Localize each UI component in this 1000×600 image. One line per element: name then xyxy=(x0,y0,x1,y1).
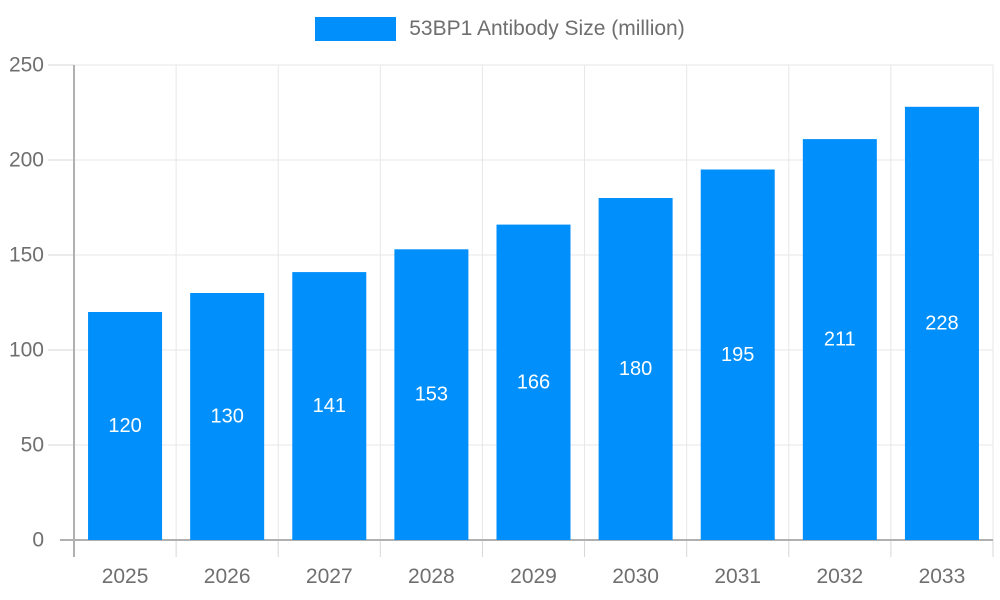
y-axis-label: 50 xyxy=(21,434,44,457)
x-axis-label: 2031 xyxy=(714,565,761,588)
bar[interactable] xyxy=(496,224,571,540)
bar[interactable] xyxy=(292,272,367,540)
legend-swatch xyxy=(315,17,397,41)
bar[interactable] xyxy=(394,249,469,541)
bar-value-label: 228 xyxy=(925,312,958,334)
y-axis-label: 200 xyxy=(9,149,44,172)
bar[interactable] xyxy=(700,169,775,541)
x-axis-label: 2025 xyxy=(102,565,149,588)
bar-value-label: 153 xyxy=(415,384,448,406)
y-axis-label: 150 xyxy=(9,244,44,267)
x-axis-label: 2033 xyxy=(919,565,966,588)
x-axis-label: 2027 xyxy=(306,565,353,588)
bar-value-label: 141 xyxy=(313,395,346,417)
x-axis-label: 2026 xyxy=(204,565,251,588)
bar-value-label: 120 xyxy=(108,415,141,437)
bar[interactable] xyxy=(904,106,979,541)
y-axis-label: 0 xyxy=(32,529,44,552)
x-axis-label: 2028 xyxy=(408,565,455,588)
bar-value-label: 130 xyxy=(210,406,243,428)
x-axis-label: 2032 xyxy=(816,565,863,588)
bar[interactable] xyxy=(598,198,673,540)
bar-value-label: 166 xyxy=(517,371,550,393)
bar[interactable] xyxy=(190,293,265,540)
x-axis-label: 2029 xyxy=(510,565,557,588)
bar-value-label: 195 xyxy=(721,344,754,366)
bar[interactable] xyxy=(802,139,877,540)
bar-value-label: 211 xyxy=(824,329,856,351)
bar[interactable] xyxy=(88,312,163,540)
y-axis-label: 100 xyxy=(9,339,44,362)
bar-value-label: 180 xyxy=(619,358,652,380)
legend[interactable]: 53BP1 Antibody Size (million) xyxy=(0,17,1000,41)
legend-label: 53BP1 Antibody Size (million) xyxy=(409,17,685,40)
x-axis-label: 2030 xyxy=(612,565,659,588)
y-axis-label: 250 xyxy=(9,54,44,77)
